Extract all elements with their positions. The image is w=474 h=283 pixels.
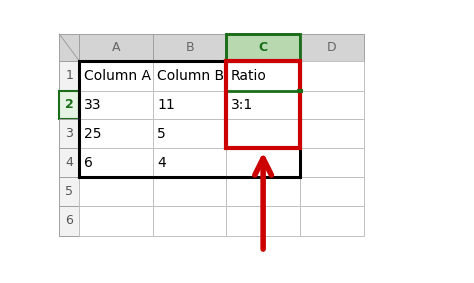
Bar <box>59 119 80 148</box>
Text: 6: 6 <box>65 214 73 227</box>
Text: C: C <box>258 41 268 54</box>
Bar <box>227 91 300 119</box>
Text: Column B: Column B <box>157 69 225 83</box>
Bar <box>227 34 300 61</box>
Bar <box>80 206 153 235</box>
Bar <box>80 148 153 177</box>
Bar <box>59 206 80 235</box>
Bar <box>80 61 153 91</box>
Text: 6: 6 <box>84 156 93 170</box>
Text: 33: 33 <box>84 98 101 112</box>
Bar <box>300 177 364 206</box>
Bar <box>153 61 227 91</box>
Bar <box>227 34 300 61</box>
Text: 5: 5 <box>65 185 73 198</box>
Text: 4: 4 <box>65 156 73 169</box>
Text: 5: 5 <box>157 127 166 141</box>
Bar <box>153 148 227 177</box>
Bar <box>300 34 364 61</box>
Text: 3: 3 <box>65 127 73 140</box>
Bar <box>153 34 227 61</box>
Bar <box>80 61 300 177</box>
Bar <box>227 177 300 206</box>
Text: 11: 11 <box>157 98 175 112</box>
Bar <box>59 177 80 206</box>
Bar <box>80 34 153 61</box>
Bar <box>227 206 300 235</box>
Bar <box>227 61 300 91</box>
Text: Ratio: Ratio <box>231 69 267 83</box>
Text: B: B <box>185 41 194 54</box>
Bar <box>80 119 153 148</box>
Bar <box>153 119 227 148</box>
Text: 25: 25 <box>84 127 101 141</box>
Bar <box>153 91 227 119</box>
Bar <box>59 91 80 119</box>
Bar <box>300 119 364 148</box>
Text: 3:1: 3:1 <box>231 98 253 112</box>
Bar <box>80 177 153 206</box>
Bar <box>300 61 364 91</box>
Bar <box>227 148 300 177</box>
Bar <box>227 119 300 148</box>
Bar <box>153 177 227 206</box>
Text: D: D <box>327 41 337 54</box>
Bar <box>300 148 364 177</box>
Bar <box>80 91 153 119</box>
Text: A: A <box>112 41 120 54</box>
Bar <box>59 148 80 177</box>
Text: 1: 1 <box>65 69 73 82</box>
Text: Column A: Column A <box>84 69 151 83</box>
Text: 4: 4 <box>157 156 166 170</box>
Bar <box>59 34 80 61</box>
Bar <box>227 61 300 148</box>
Bar <box>297 89 303 93</box>
Bar <box>300 91 364 119</box>
Bar <box>59 61 80 91</box>
Bar <box>153 206 227 235</box>
Bar <box>300 206 364 235</box>
Text: 2: 2 <box>65 98 74 111</box>
Bar <box>227 61 300 91</box>
